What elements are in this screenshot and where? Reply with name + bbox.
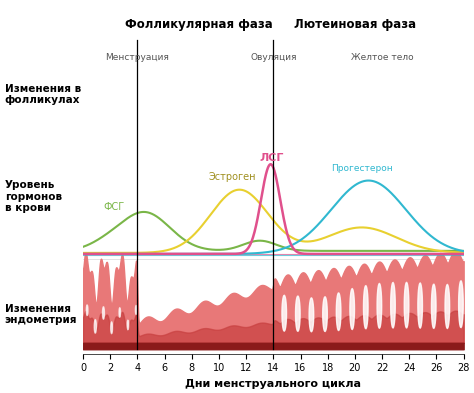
Polygon shape bbox=[431, 284, 436, 328]
Text: Изменения в
фолликулах: Изменения в фолликулах bbox=[5, 84, 81, 105]
Text: Уровень
гормонов
в крови: Уровень гормонов в крови bbox=[5, 180, 62, 213]
Text: ЛСГ: ЛСГ bbox=[260, 152, 284, 163]
Polygon shape bbox=[404, 283, 409, 328]
Polygon shape bbox=[136, 305, 137, 314]
Polygon shape bbox=[282, 295, 287, 331]
Text: Менструация: Менструация bbox=[106, 53, 169, 62]
X-axis label: Дни менструального цикла: Дни менструального цикла bbox=[185, 379, 361, 389]
Polygon shape bbox=[391, 283, 395, 328]
Polygon shape bbox=[295, 296, 300, 331]
Text: Фолликулярная фаза: Фолликулярная фаза bbox=[125, 18, 273, 31]
Polygon shape bbox=[119, 308, 120, 317]
Text: Изменения
эндометрия: Изменения эндометрия bbox=[5, 304, 77, 325]
Polygon shape bbox=[323, 297, 328, 331]
Polygon shape bbox=[127, 320, 128, 330]
Polygon shape bbox=[364, 286, 368, 329]
Polygon shape bbox=[111, 322, 112, 334]
Text: Прогестерон: Прогестерон bbox=[331, 164, 392, 173]
Text: Эстроген: Эстроген bbox=[208, 172, 255, 182]
Text: Овуляция: Овуляция bbox=[250, 53, 297, 62]
Text: Лютеиновая фаза: Лютеиновая фаза bbox=[294, 18, 417, 31]
Polygon shape bbox=[350, 289, 355, 329]
Polygon shape bbox=[94, 320, 96, 333]
Polygon shape bbox=[102, 307, 104, 319]
Polygon shape bbox=[459, 281, 463, 327]
Polygon shape bbox=[445, 285, 450, 329]
Polygon shape bbox=[86, 305, 88, 316]
Polygon shape bbox=[377, 283, 382, 328]
Polygon shape bbox=[418, 283, 422, 328]
Text: Желтое тело: Желтое тело bbox=[351, 53, 413, 62]
Polygon shape bbox=[309, 298, 314, 332]
Text: ФСГ: ФСГ bbox=[103, 202, 125, 212]
Polygon shape bbox=[336, 293, 341, 331]
